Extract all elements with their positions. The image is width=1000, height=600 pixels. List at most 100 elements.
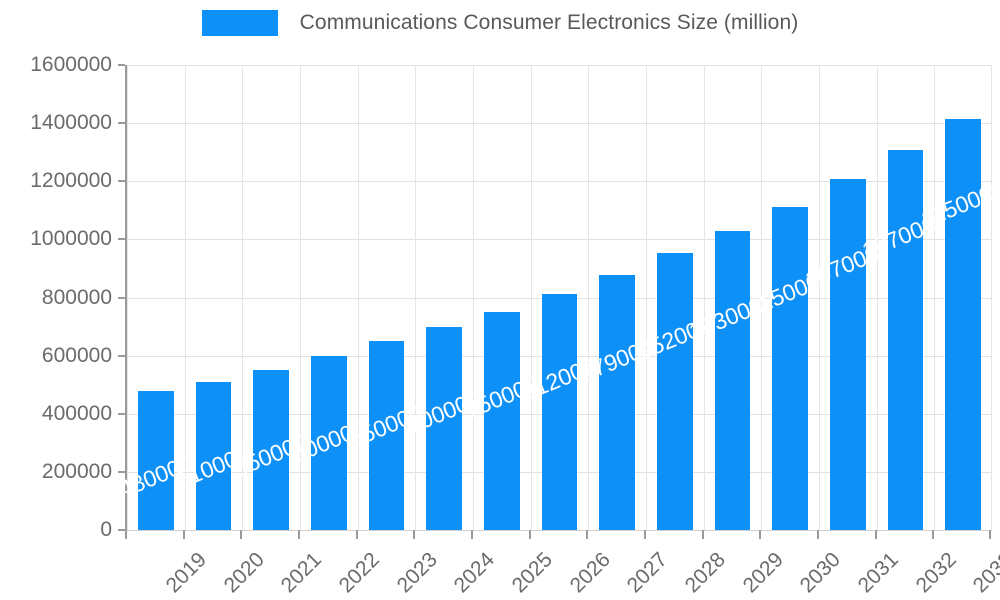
bar-rect	[945, 118, 982, 530]
vertical-gridline	[877, 65, 878, 530]
bar-rect	[368, 341, 405, 530]
x-axis-tick-label: 2029	[738, 548, 788, 598]
x-axis-tick-label: 2033	[968, 548, 1000, 598]
x-axis-tick-label: 2032	[911, 548, 961, 598]
gridline	[127, 239, 992, 241]
vertical-gridline	[358, 65, 359, 530]
x-axis-tick-mark	[817, 530, 819, 539]
x-axis-tick-label: 2028	[680, 548, 730, 598]
bar[interactable]: 750000	[461, 65, 542, 530]
x-axis-tick-mark	[702, 530, 704, 539]
bar-rect	[887, 150, 924, 530]
bar[interactable]: 879000	[577, 65, 657, 530]
y-axis-tick-label: 1400000	[30, 111, 112, 135]
bar[interactable]: 812000	[519, 65, 600, 530]
x-axis-tick-mark	[644, 530, 646, 539]
x-axis-tick-label: 2022	[334, 548, 384, 598]
y-axis-tick-mark	[118, 470, 125, 473]
gridline	[127, 181, 992, 183]
bar[interactable]: 480000	[115, 65, 196, 530]
x-axis: 2019 2020 2021 2022 2023 2024 2025 2026 2027 2028…	[125, 530, 1000, 600]
x-axis-tick-mark	[413, 530, 415, 539]
bar-rect	[714, 230, 751, 530]
x-axis-tick-label: 2021	[276, 548, 327, 598]
vertical-gridline	[531, 65, 532, 530]
x-axis-tick-label: 2019	[161, 548, 211, 598]
bar-rect	[541, 294, 578, 530]
y-axis-tick-label: 800000	[41, 285, 112, 309]
y-axis-tick-mark	[118, 180, 125, 183]
vertical-gridline	[819, 65, 820, 530]
bar[interactable]: 700000	[404, 65, 484, 530]
legend-swatch-icon	[201, 10, 278, 36]
x-axis-tick-mark	[586, 530, 588, 539]
bar-rect	[599, 274, 636, 530]
x-axis-tick-mark	[875, 530, 877, 539]
vertical-gridline	[761, 65, 762, 530]
x-axis-tick-label: 2027	[622, 548, 673, 598]
x-axis-tick-mark	[125, 530, 127, 539]
bar[interactable]: 1150000	[744, 65, 836, 530]
y-axis-tick-mark	[118, 122, 125, 125]
y-axis-tick-mark	[118, 529, 125, 531]
y-axis-tick-mark	[118, 238, 125, 241]
bar-rect	[656, 253, 693, 530]
x-axis-tick-mark	[183, 530, 185, 539]
x-axis-tick-mark	[471, 530, 473, 539]
vertical-gridline	[242, 65, 243, 530]
x-axis-tick-mark	[529, 530, 531, 539]
vertical-gridline	[473, 65, 474, 530]
gridline	[127, 65, 992, 66]
bar[interactable]: 1070000	[859, 65, 952, 530]
gridline	[127, 123, 992, 125]
bar[interactable]: 650000	[346, 65, 427, 530]
bar-rect	[772, 206, 809, 530]
x-axis-tick-mark	[932, 530, 934, 539]
vertical-gridline	[991, 65, 992, 530]
gridline	[127, 530, 992, 531]
x-axis-tick-label: 2020	[219, 548, 269, 598]
bar[interactable]: 952000	[634, 65, 715, 530]
y-axis-tick-mark	[118, 354, 125, 357]
x-axis-tick-mark	[759, 530, 761, 539]
x-axis-tick-label: 2030	[795, 548, 846, 598]
bar-rect	[253, 370, 290, 530]
vertical-gridline	[704, 65, 705, 530]
bar[interactable]: 1030000	[686, 65, 779, 530]
bar-rect	[137, 390, 174, 530]
x-axis-tick-mark	[240, 530, 242, 539]
y-axis-tick-mark	[118, 296, 125, 299]
y-axis-tick-label: 1200000	[30, 169, 112, 193]
x-axis-tick-mark	[989, 530, 991, 539]
y-axis-tick-label: 0	[100, 518, 112, 541]
vertical-gridline	[588, 65, 589, 530]
bar-rect	[426, 326, 463, 530]
vertical-gridline	[415, 65, 416, 530]
y-axis-tick-label: 200000	[41, 459, 112, 483]
bar-rect	[310, 355, 347, 530]
plot-area: 480000 510000 550000 600000 650000 700000 7500…	[115, 65, 1000, 531]
x-axis-tick-label: 2026	[565, 548, 615, 598]
x-axis-tick-label: 2023	[392, 548, 442, 598]
y-axis-tick-label: 600000	[41, 343, 112, 367]
bar-rect	[829, 179, 866, 530]
x-axis-tick-label: 2031	[853, 548, 903, 598]
bar[interactable]: 1150000	[917, 65, 1000, 530]
bar[interactable]: 550000	[231, 65, 311, 530]
bar[interactable]: 1070000	[801, 65, 894, 530]
legend-label: Communications Consumer Electronics Size…	[299, 11, 799, 34]
vertical-gridline	[646, 65, 647, 530]
bar[interactable]: 510000	[173, 65, 254, 530]
chart-legend: Communications Consumer Electronics Size…	[0, 10, 1000, 36]
x-axis-tick-label: 2025	[507, 548, 557, 598]
bar[interactable]: 600000	[288, 65, 369, 530]
x-axis-tick-label: 2024	[449, 548, 500, 598]
x-axis-tick-mark	[356, 530, 358, 539]
vertical-gridline	[300, 65, 301, 530]
bar-rect	[483, 312, 520, 530]
vertical-gridline	[185, 65, 186, 530]
vertical-gridline	[127, 65, 128, 530]
y-axis-tick-mark	[118, 412, 125, 415]
vertical-gridline	[934, 65, 935, 530]
